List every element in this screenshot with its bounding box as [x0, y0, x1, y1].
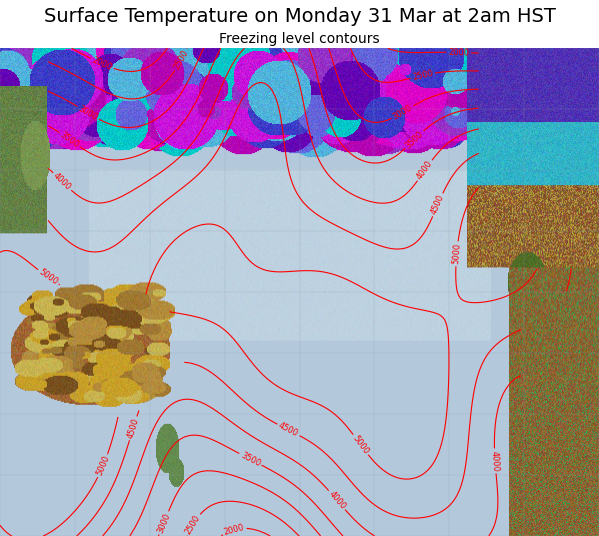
Text: 3500: 3500	[404, 129, 425, 150]
Text: 4000: 4000	[490, 450, 500, 472]
Text: 5000: 5000	[351, 434, 370, 456]
Text: 4000: 4000	[326, 489, 347, 511]
Text: 4500: 4500	[429, 193, 446, 216]
Text: 2000: 2000	[223, 523, 246, 536]
Text: Surface Temperature on Monday 31 Mar at 2am HST: Surface Temperature on Monday 31 Mar at …	[44, 8, 555, 26]
Text: 5000: 5000	[95, 455, 111, 477]
Text: 5000: 5000	[37, 267, 59, 287]
Text: 5000: 5000	[451, 243, 462, 265]
Text: 2000: 2000	[448, 48, 470, 57]
Text: Freezing level contours: Freezing level contours	[219, 32, 380, 46]
Text: 3000: 3000	[77, 104, 99, 122]
Text: 2000: 2000	[90, 56, 114, 72]
Text: 2500: 2500	[184, 513, 202, 536]
Text: 2500: 2500	[172, 48, 190, 71]
Text: 4000: 4000	[52, 171, 73, 192]
Text: 4500: 4500	[126, 417, 141, 440]
Text: 3500: 3500	[239, 450, 262, 468]
Text: 3000: 3000	[156, 511, 172, 534]
Text: 3500: 3500	[59, 130, 81, 150]
Text: 4000: 4000	[415, 159, 434, 182]
Text: 2500: 2500	[412, 69, 434, 82]
Text: 3000: 3000	[391, 103, 414, 122]
Text: 4500: 4500	[277, 421, 300, 439]
